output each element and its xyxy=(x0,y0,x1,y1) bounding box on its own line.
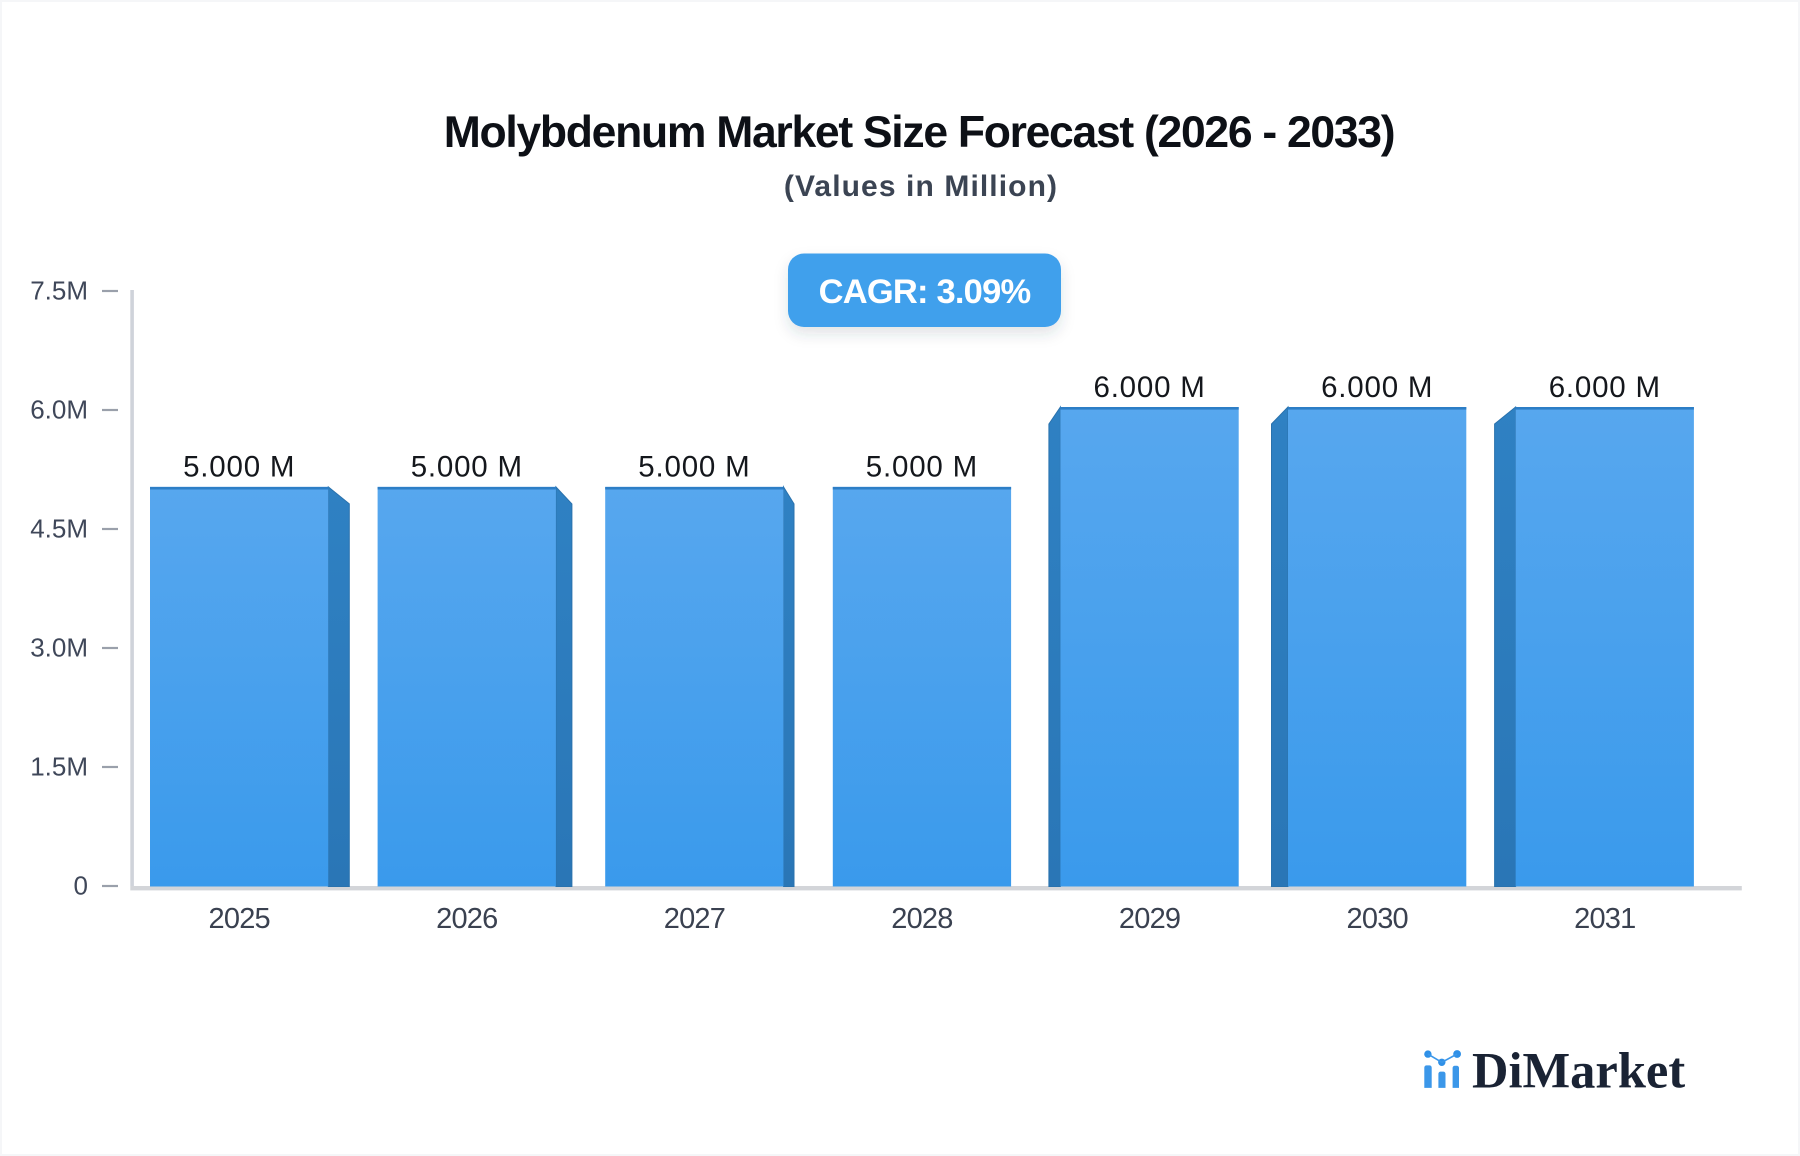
svg-text:6.000 M: 6.000 M xyxy=(1321,371,1433,404)
svg-text:2031: 2031 xyxy=(1574,903,1635,935)
svg-text:7.5M: 7.5M xyxy=(30,275,88,305)
svg-text:2025: 2025 xyxy=(209,903,270,935)
svg-text:CAGR: 3.09%: CAGR: 3.09% xyxy=(819,273,1031,311)
svg-text:5.000 M: 5.000 M xyxy=(183,451,295,484)
svg-text:6.000 M: 6.000 M xyxy=(1549,371,1661,404)
svg-text:Molybdenum Market Size Forecas: Molybdenum Market Size Forecast (2026 - … xyxy=(444,108,1395,157)
svg-text:5.000 M: 5.000 M xyxy=(866,451,978,484)
svg-text:2030: 2030 xyxy=(1347,903,1408,935)
svg-text:3.0M: 3.0M xyxy=(30,632,88,662)
svg-text:(Values in Million): (Values in Million) xyxy=(784,170,1058,203)
svg-text:5.000 M: 5.000 M xyxy=(638,451,750,484)
svg-text:6.000 M: 6.000 M xyxy=(1093,371,1205,404)
svg-text:2029: 2029 xyxy=(1119,903,1180,935)
svg-text:2028: 2028 xyxy=(891,903,952,935)
svg-text:DiMarket: DiMarket xyxy=(1472,1043,1685,1099)
svg-text:1.5M: 1.5M xyxy=(30,751,88,781)
svg-text:6.0M: 6.0M xyxy=(30,394,88,424)
svg-text:2027: 2027 xyxy=(664,903,725,935)
svg-text:4.5M: 4.5M xyxy=(30,513,88,543)
svg-text:0: 0 xyxy=(74,870,88,900)
svg-text:5.000 M: 5.000 M xyxy=(411,451,523,484)
svg-text:2026: 2026 xyxy=(436,903,497,935)
